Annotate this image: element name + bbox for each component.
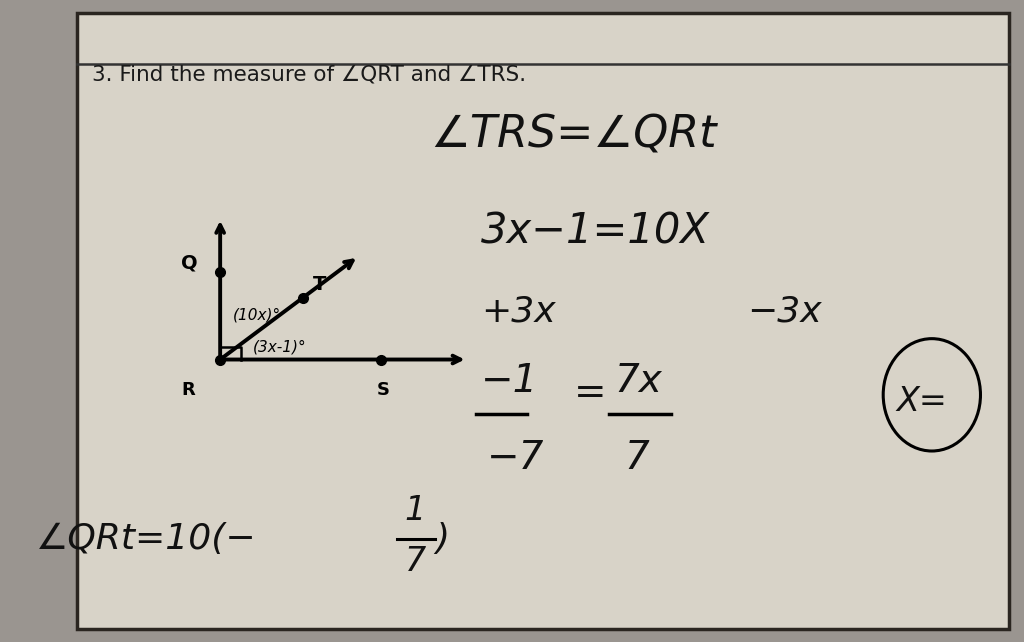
Text: −3x: −3x	[748, 294, 822, 328]
Text: +3x: +3x	[481, 294, 556, 328]
Text: S: S	[377, 381, 389, 399]
Text: ∠QRt=10(−: ∠QRt=10(−	[36, 522, 256, 556]
Text: 1: 1	[404, 494, 426, 527]
Text: ): )	[435, 522, 450, 556]
Text: 3. Find the measure of ∠QRT and ∠TRS.: 3. Find the measure of ∠QRT and ∠TRS.	[92, 64, 526, 84]
Text: ∠TRS=∠QRt: ∠TRS=∠QRt	[430, 114, 717, 157]
Text: R: R	[181, 381, 195, 399]
Text: 7: 7	[625, 438, 649, 476]
Text: (3x-1)°: (3x-1)°	[252, 340, 306, 355]
Text: −1: −1	[481, 361, 539, 399]
Text: −7: −7	[486, 438, 544, 476]
Text: (10x)°: (10x)°	[232, 307, 281, 322]
Text: Q: Q	[181, 254, 198, 273]
Text: T: T	[313, 275, 327, 294]
Text: 3x−1=10X: 3x−1=10X	[481, 211, 711, 253]
Text: =: =	[573, 374, 606, 412]
Text: 7: 7	[404, 546, 426, 578]
Text: X=: X=	[896, 385, 947, 418]
Text: 7x: 7x	[614, 361, 663, 399]
